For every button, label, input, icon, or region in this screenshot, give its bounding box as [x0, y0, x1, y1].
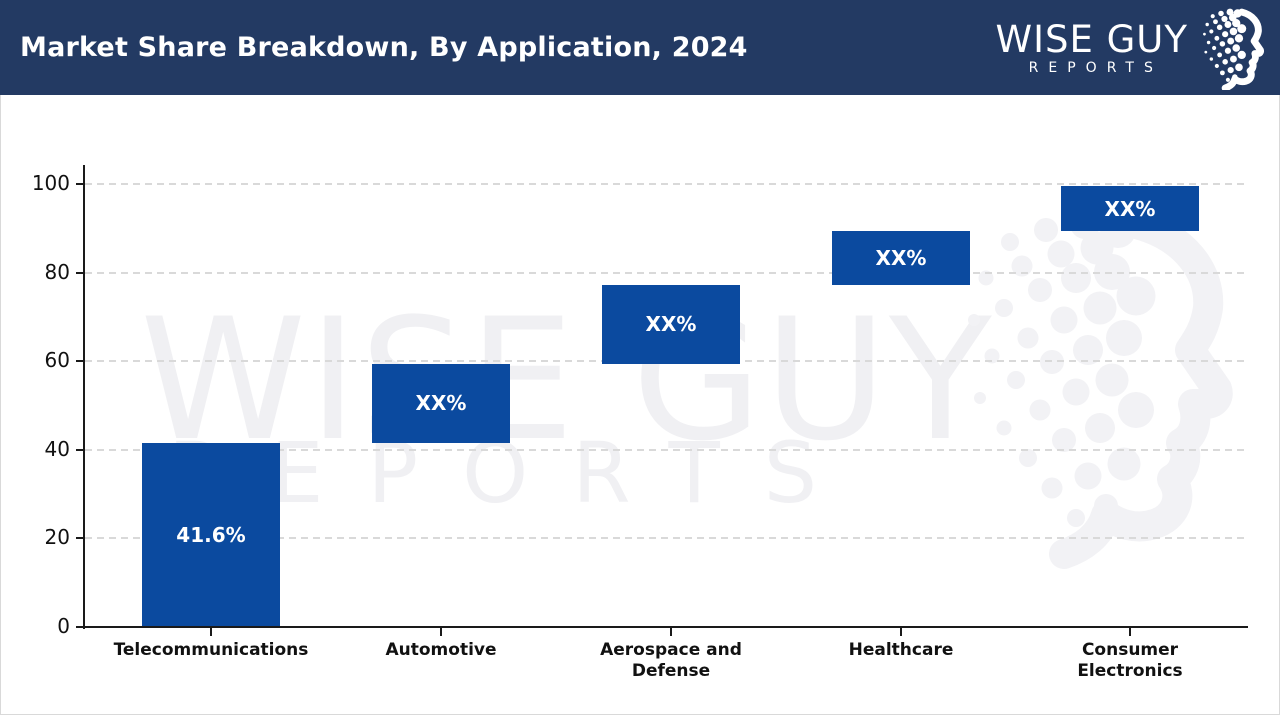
x-tick-mark [440, 628, 442, 636]
logo-wordmark: WISE GUY [995, 17, 1188, 61]
y-tick-label: 60 [44, 348, 70, 373]
x-tick-mark [210, 628, 212, 636]
watermark-wordmark: WISE GUY [140, 282, 994, 478]
x-category-label: Healthcare [786, 640, 1016, 661]
x-category-label-line: Defense [631, 661, 711, 681]
bar-value-label: XX% [1104, 196, 1156, 221]
x-category-label-line: Consumer [1081, 640, 1179, 660]
y-tick-label: 80 [44, 259, 70, 284]
gridline [85, 271, 1248, 274]
x-axis-spine [83, 626, 1248, 628]
y-tick-mark [76, 271, 85, 274]
x-tick-mark [670, 628, 672, 636]
x-category-label-line: Electronics [1077, 661, 1183, 681]
bar-value-label: XX% [415, 391, 467, 416]
y-tick-mark [76, 360, 85, 363]
bar: 41.6% [142, 442, 280, 627]
x-category-label-line: Healthcare [848, 640, 954, 660]
page-title: Market Share Breakdown, By Application, … [20, 32, 748, 63]
x-tick-mark [1129, 628, 1131, 636]
bar-value-label: XX% [875, 246, 927, 271]
y-tick-label: 0 [57, 614, 70, 638]
x-category-label-line: Automotive [385, 640, 497, 660]
wiseguy-logo: WISE GUY REPORTS [996, 0, 1268, 95]
page-header: Market Share Breakdown, By Application, … [0, 0, 1280, 95]
x-category-label: Consumer Electronics [1015, 640, 1245, 682]
y-axis-spine [83, 165, 85, 629]
logo-subtext: REPORTS [1028, 59, 1163, 76]
x-category-label: Telecommunications [96, 640, 326, 661]
y-tick-mark [76, 183, 85, 185]
bar: XX% [832, 231, 970, 285]
y-tick-mark [76, 448, 85, 451]
gridline [85, 448, 1248, 451]
y-tick-label: 20 [44, 525, 70, 550]
bar: XX% [602, 285, 740, 364]
bar-value-label: 41.6% [176, 522, 246, 547]
logo-text-block: WISE GUY REPORTS [995, 17, 1188, 76]
y-tick-label: 100 [31, 171, 70, 195]
logo-face-icon [1192, 6, 1268, 90]
bar-value-label: XX% [645, 312, 697, 337]
gridline [85, 537, 1248, 540]
gridline [85, 183, 1248, 185]
x-category-label: Automotive [326, 640, 556, 661]
x-category-label: Aerospace and Defense [556, 640, 786, 682]
y-tick-mark [76, 537, 85, 540]
x-category-label-line: Telecommunications [113, 640, 309, 660]
y-tick-mark [76, 626, 85, 628]
x-tick-mark [900, 628, 902, 636]
x-category-label-line: Aerospace and [600, 640, 742, 660]
y-tick-label: 40 [44, 436, 70, 461]
bar: XX% [372, 363, 510, 443]
bar: XX% [1061, 186, 1199, 232]
